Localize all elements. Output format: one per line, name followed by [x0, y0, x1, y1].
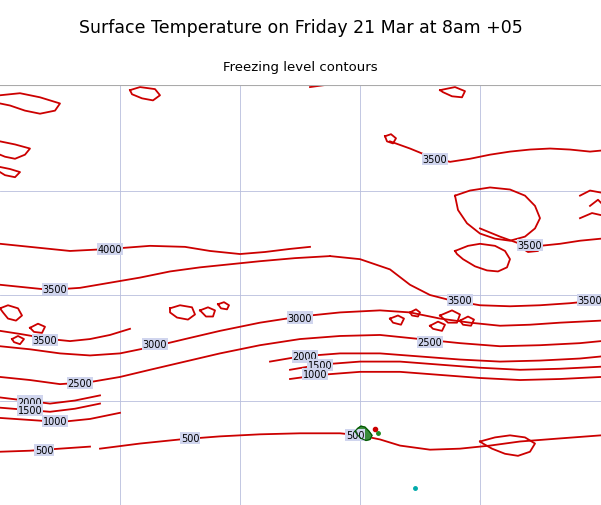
Text: 1000: 1000	[303, 369, 328, 379]
Text: 3500: 3500	[578, 295, 601, 306]
Text: 3500: 3500	[517, 240, 542, 250]
Text: 3500: 3500	[32, 335, 57, 345]
Text: 3500: 3500	[423, 155, 447, 165]
Text: 1500: 1500	[17, 405, 42, 415]
Text: 3500: 3500	[43, 284, 67, 294]
Text: 2500: 2500	[418, 337, 442, 347]
Text: Surface Temperature on Friday 21 Mar at 8am +05: Surface Temperature on Friday 21 Mar at …	[79, 19, 522, 36]
Text: 2000: 2000	[293, 352, 317, 362]
Text: 3000: 3000	[288, 313, 313, 323]
Text: 500: 500	[181, 434, 200, 443]
Text: 1500: 1500	[308, 360, 332, 370]
Text: 1000: 1000	[43, 416, 67, 426]
Text: Freezing level contours: Freezing level contours	[223, 61, 378, 73]
Text: 2000: 2000	[17, 397, 42, 407]
Text: 3500: 3500	[448, 295, 472, 306]
Polygon shape	[355, 426, 372, 440]
Text: 3000: 3000	[143, 339, 167, 349]
Text: 2500: 2500	[68, 378, 93, 388]
Text: 4000: 4000	[98, 244, 122, 255]
Text: 500: 500	[35, 445, 53, 455]
Text: 500: 500	[346, 430, 364, 440]
